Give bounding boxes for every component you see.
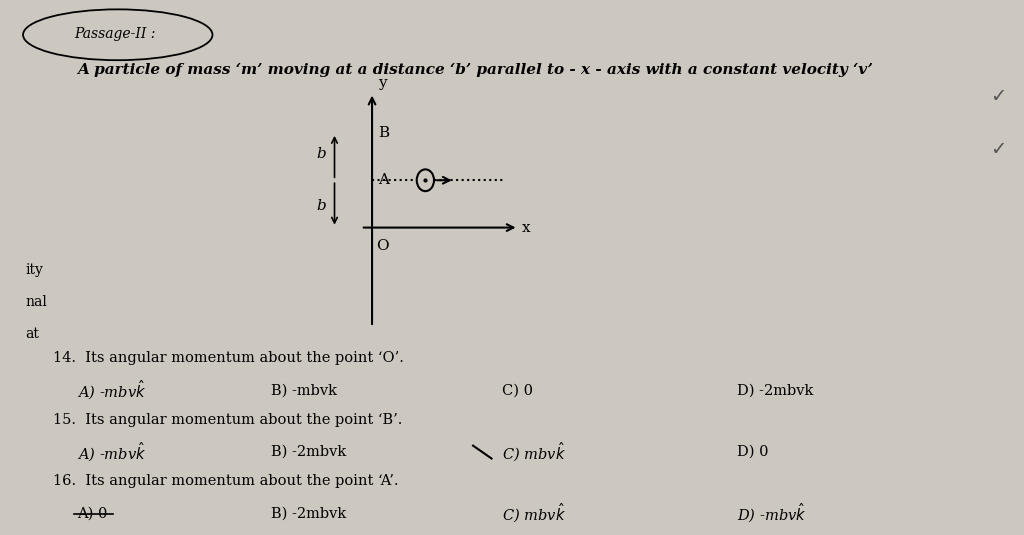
Text: Passage-II :: Passage-II : [74,27,156,41]
Text: nal: nal [26,295,47,309]
Text: b: b [316,147,327,161]
Text: C) mbv$\hat{k}$: C) mbv$\hat{k}$ [502,440,565,464]
Text: B) -2mbvk: B) -2mbvk [271,445,346,459]
Text: ity: ity [26,263,43,277]
Text: O: O [377,239,389,254]
Text: A: A [378,173,389,187]
Text: B) -mbvk: B) -mbvk [271,384,337,398]
Text: B) -2mbvk: B) -2mbvk [271,507,346,521]
Text: C) mbv$\hat{k}$: C) mbv$\hat{k}$ [502,502,565,525]
Text: 15.  Its angular momentum about the point ‘B’.: 15. Its angular momentum about the point… [53,413,402,427]
Text: A) 0: A) 0 [77,507,108,521]
Text: D) -mbv$\hat{k}$: D) -mbv$\hat{k}$ [737,502,807,525]
Text: D) 0: D) 0 [737,445,769,459]
Text: ✓: ✓ [990,87,1007,106]
Text: B: B [378,126,389,140]
Text: A) -mbv$\hat{k}$: A) -mbv$\hat{k}$ [77,379,146,402]
Text: x: x [522,220,530,234]
Text: D) -2mbvk: D) -2mbvk [737,384,814,398]
Text: 16.  Its angular momentum about the point ‘A’.: 16. Its angular momentum about the point… [53,475,398,488]
Text: ✓: ✓ [990,140,1007,159]
Text: at: at [26,327,40,341]
Text: b: b [316,199,327,213]
Text: C) 0: C) 0 [502,384,532,398]
Text: y: y [378,77,386,90]
Text: A particle of mass ‘m’ moving at a distance ‘b’ parallel to - x - axis with a co: A particle of mass ‘m’ moving at a dista… [77,63,872,77]
Text: A) -mbv$\hat{k}$: A) -mbv$\hat{k}$ [77,440,146,464]
Text: 14.  Its angular momentum about the point ‘O’.: 14. Its angular momentum about the point… [53,351,404,365]
